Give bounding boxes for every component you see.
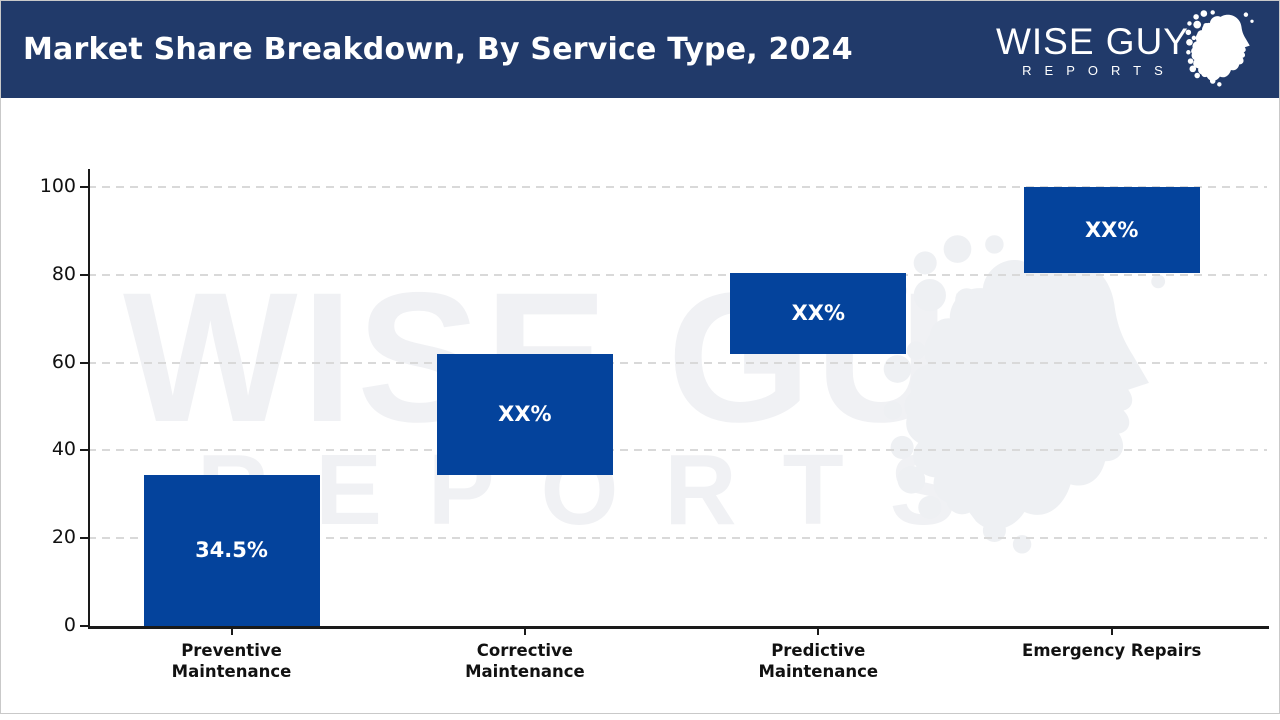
x-category-label: Corrective Maintenance bbox=[400, 640, 650, 682]
bar-emergency-repairs: XX% bbox=[1023, 187, 1200, 273]
gridline-60 bbox=[88, 361, 1267, 364]
bar-preventive-maintenance: 34.5% bbox=[143, 474, 320, 626]
brand-logo: WISE GUY REPORTS bbox=[996, 8, 1257, 91]
brand-subtext: REPORTS bbox=[1022, 62, 1176, 78]
y-tick-mark bbox=[80, 449, 88, 452]
bar-corrective-maintenance: XX% bbox=[436, 353, 613, 475]
x-category-label-line: Maintenance bbox=[171, 662, 292, 681]
x-tick-mark bbox=[230, 628, 233, 635]
y-tick-mark bbox=[80, 625, 88, 627]
gridline-100 bbox=[88, 186, 1267, 188]
x-category-label-line: Preventive bbox=[181, 641, 282, 660]
waterfall-chart: WISE GUY REPORTS 0 20 40 60 80 100 34.5% Preven… bbox=[1, 98, 1279, 713]
x-category-label: Emergency Repairs bbox=[987, 640, 1237, 661]
y-tick-mark bbox=[80, 361, 88, 364]
brand-wordmark: WISE GUY REPORTS bbox=[996, 23, 1189, 77]
bar-value-label: XX% bbox=[791, 301, 846, 326]
gridline-80 bbox=[88, 273, 1267, 276]
x-category-label: Preventive Maintenance bbox=[107, 640, 357, 682]
y-tick-label: 0 bbox=[63, 614, 76, 636]
gridline-20 bbox=[88, 537, 1267, 540]
page-title: Market Share Breakdown, By Service Type,… bbox=[23, 32, 853, 67]
y-tick-mark bbox=[80, 186, 88, 188]
x-category-label-line: Corrective bbox=[476, 641, 573, 660]
watermark-head-icon bbox=[879, 226, 1179, 572]
y-tick-label: 100 bbox=[39, 175, 76, 197]
x-tick-mark bbox=[817, 628, 820, 635]
x-category-label-line: Emergency Repairs bbox=[1022, 641, 1202, 660]
bar-value-label: XX% bbox=[498, 402, 552, 427]
x-category-label-line: Maintenance bbox=[758, 662, 879, 681]
brand-name: WISE GUY bbox=[995, 20, 1189, 62]
gridline-40 bbox=[88, 449, 1267, 452]
x-category-label: Predictive Maintenance bbox=[693, 640, 943, 682]
x-axis-line bbox=[88, 626, 1269, 629]
x-category-label-line: Predictive bbox=[771, 641, 866, 660]
head-dots-icon bbox=[1185, 8, 1257, 91]
x-tick-mark bbox=[523, 628, 526, 635]
y-tick-mark bbox=[80, 537, 88, 540]
y-tick-label: 80 bbox=[51, 262, 76, 285]
y-tick-label: 40 bbox=[51, 438, 76, 461]
bar-value-label: XX% bbox=[1084, 217, 1139, 242]
header-bar: Market Share Breakdown, By Service Type,… bbox=[1, 1, 1279, 98]
y-axis-line bbox=[88, 169, 90, 628]
bar-value-label: 34.5% bbox=[195, 538, 268, 563]
y-tick-label: 60 bbox=[51, 350, 76, 373]
y-tick-mark bbox=[80, 273, 88, 276]
y-tick-label: 20 bbox=[51, 526, 76, 549]
x-tick-mark bbox=[1110, 628, 1113, 635]
bar-predictive-maintenance: XX% bbox=[730, 272, 907, 354]
x-category-label-line: Maintenance bbox=[465, 662, 585, 681]
